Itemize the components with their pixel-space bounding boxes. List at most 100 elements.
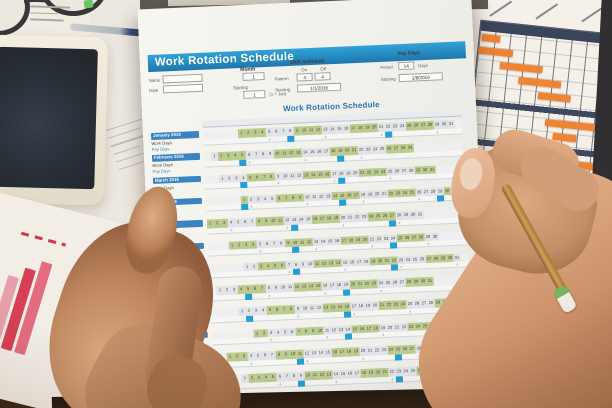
- day-cell: 19: [379, 323, 387, 333]
- day-cell: 2: [244, 128, 252, 138]
- day-cell: 7: [285, 260, 293, 270]
- day-cell: 27: [420, 299, 428, 309]
- day-cell: 12: [293, 282, 301, 292]
- day-cell: 4: [249, 240, 257, 249]
- day-cell: 27: [408, 344, 416, 354]
- day-cell: 20: [339, 213, 347, 223]
- day-cell: 14: [331, 191, 339, 201]
- day-cell: 16: [343, 302, 351, 312]
- day-cell: 18: [357, 302, 365, 312]
- day-cell: 19: [369, 257, 377, 266]
- day-cell: 28: [426, 120, 434, 130]
- day-cell: 24: [401, 188, 409, 198]
- day-cell: 19: [366, 190, 374, 200]
- day-cell: 22: [384, 122, 392, 132]
- day-cell: 1: [238, 307, 246, 317]
- gantt-group-label: [489, 0, 512, 17]
- pay-day-cell: [338, 177, 345, 184]
- day-cell: 27: [392, 144, 400, 154]
- day-cell: 17: [330, 169, 338, 179]
- day-cell: 24: [389, 233, 397, 243]
- day-cell: 29: [406, 143, 414, 153]
- day-cell: 15: [339, 370, 347, 379]
- period-label: Period: [380, 64, 393, 70]
- day-cell: 28: [407, 166, 415, 175]
- count-mark: 4: [286, 225, 289, 230]
- day-cell: 21: [380, 189, 388, 199]
- day-cell: 12: [320, 259, 328, 269]
- day-cell: 26: [403, 233, 411, 243]
- day-cell: 10: [316, 326, 324, 336]
- month-label-column: January 2016 Work Days Pay Days: [150, 130, 202, 155]
- day-cell: 24: [399, 300, 407, 310]
- date-field: [162, 83, 204, 94]
- day-cell: 7: [283, 372, 291, 382]
- day-cell: 1: [206, 219, 214, 229]
- pay-day-cell: [339, 199, 346, 207]
- day-cell: 18: [347, 235, 355, 245]
- day-cell: 8: [290, 372, 298, 381]
- day-cell: 25: [411, 255, 419, 265]
- day-cell: 2: [223, 285, 231, 295]
- count-mark: 4: [279, 382, 282, 387]
- pay-day-cell: [292, 246, 299, 253]
- day-cell: 5: [269, 373, 277, 382]
- day-cell: 18: [372, 323, 380, 333]
- pay-day-cell: [239, 159, 247, 166]
- day-cell: 25: [378, 145, 386, 154]
- day-cell: 21: [381, 368, 389, 377]
- day-cell: 4: [258, 128, 266, 137]
- day-cell: 10: [279, 283, 287, 293]
- pay-day-cell: [293, 268, 300, 276]
- day-cell: 23: [397, 255, 405, 265]
- day-cell: 30: [431, 232, 439, 241]
- day-cell: 21: [350, 146, 358, 156]
- count-mark: 4: [250, 361, 253, 366]
- day-cell: 16: [323, 169, 331, 179]
- day-cell: 18: [325, 214, 333, 224]
- month-starting-label: Starting: [232, 84, 248, 91]
- day-cell: 13: [325, 370, 333, 380]
- count-mark: 4: [230, 228, 233, 233]
- day-cell: 24: [402, 367, 410, 377]
- day-cell: 17: [355, 257, 363, 267]
- shift-schedule-label: Shift Schedule: [289, 58, 325, 66]
- day-cell: 29: [436, 187, 444, 196]
- pay-starting-label: Starting: [380, 76, 396, 82]
- day-cell: 6: [241, 218, 249, 227]
- day-cell: 9: [262, 217, 270, 226]
- count-mark: 4: [288, 270, 291, 275]
- day-cell: 16: [348, 258, 356, 267]
- day-cell: 14: [329, 303, 337, 313]
- smartphone: [0, 34, 109, 206]
- day-cell: 8: [292, 260, 300, 270]
- day-cell: 15: [335, 124, 343, 134]
- day-cell: 3: [254, 195, 262, 204]
- day-cell: 2: [260, 328, 268, 338]
- day-cell: 1: [210, 152, 218, 162]
- day-cell: 25: [374, 212, 382, 222]
- day-cell: 31: [416, 210, 424, 220]
- day-cell: 23: [370, 279, 378, 289]
- day-cell: 2: [217, 152, 225, 161]
- off-label: Off: [320, 66, 327, 72]
- day-cell: 15: [351, 324, 359, 334]
- day-cell: 1: [240, 195, 248, 205]
- day-cell: 28: [399, 144, 407, 153]
- day-cell: 14: [309, 170, 317, 180]
- day-cell: 8: [302, 326, 310, 336]
- day-cell: 12: [318, 370, 326, 380]
- day-cell: 23: [380, 345, 388, 355]
- day-cell: 25: [394, 345, 402, 355]
- day-cell: 8: [265, 283, 273, 293]
- day-cell: 28: [427, 299, 435, 308]
- day-cell: 12: [303, 349, 311, 359]
- count-mark: 4: [304, 158, 307, 163]
- day-cell: 22: [365, 167, 373, 177]
- day-cell: 10: [291, 238, 299, 247]
- day-cell: 2: [225, 174, 233, 183]
- day-cell: 4: [239, 173, 247, 183]
- day-cell: 4: [261, 194, 269, 204]
- day-cell: 14: [332, 370, 340, 380]
